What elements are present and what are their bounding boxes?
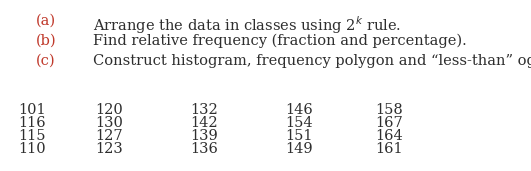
Text: 164: 164	[375, 129, 402, 143]
Text: 151: 151	[285, 129, 313, 143]
Text: 127: 127	[95, 129, 123, 143]
Text: (c): (c)	[36, 54, 56, 68]
Text: 115: 115	[18, 129, 46, 143]
Text: 146: 146	[285, 103, 313, 117]
Text: 161: 161	[375, 142, 402, 156]
Text: 136: 136	[190, 142, 218, 156]
Text: (b): (b)	[36, 34, 57, 48]
Text: 139: 139	[190, 129, 218, 143]
Text: 123: 123	[95, 142, 123, 156]
Text: 116: 116	[18, 116, 46, 130]
Text: 142: 142	[190, 116, 218, 130]
Text: 158: 158	[375, 103, 402, 117]
Text: 101: 101	[18, 103, 46, 117]
Text: 120: 120	[95, 103, 123, 117]
Text: Arrange the data in classes using 2$^k$ rule.: Arrange the data in classes using 2$^k$ …	[93, 14, 401, 36]
Text: 149: 149	[285, 142, 313, 156]
Text: 167: 167	[375, 116, 402, 130]
Text: 154: 154	[285, 116, 313, 130]
Text: Construct histogram, frequency polygon and “less-than” ogive.: Construct histogram, frequency polygon a…	[93, 54, 531, 68]
Text: 132: 132	[190, 103, 218, 117]
Text: 130: 130	[95, 116, 123, 130]
Text: 110: 110	[18, 142, 46, 156]
Text: Find relative frequency (fraction and percentage).: Find relative frequency (fraction and pe…	[93, 34, 467, 48]
Text: (a): (a)	[36, 14, 56, 28]
